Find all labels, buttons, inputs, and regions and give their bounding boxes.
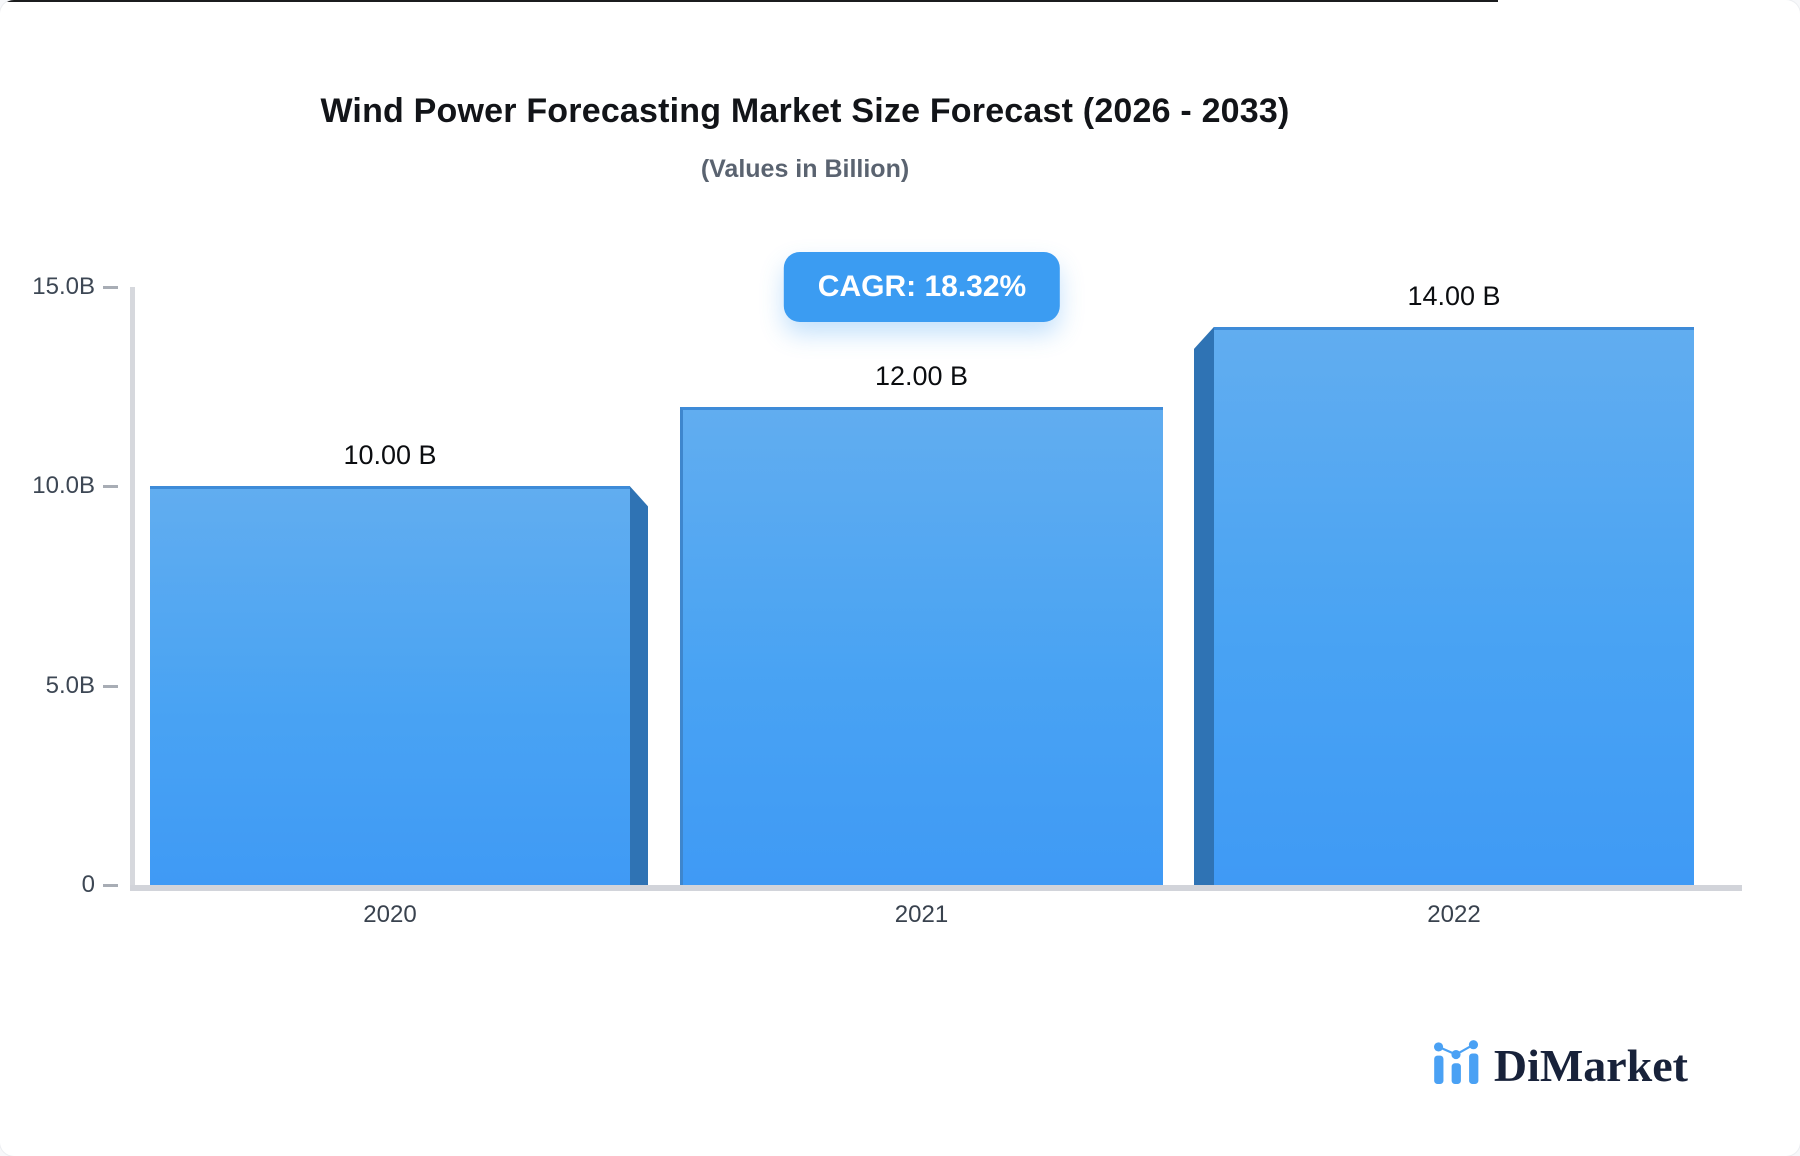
brand-logo: DiMarket xyxy=(1432,1036,1688,1089)
top-border-line xyxy=(6,0,1498,2)
y-axis-tick-mark xyxy=(103,485,118,489)
bar-value-label-2021: 12.00 B xyxy=(874,360,969,391)
y-axis-tick-mark xyxy=(103,884,118,887)
y-axis-tick-label: 5.0B xyxy=(45,671,95,699)
bar-2020[interactable] xyxy=(150,486,630,885)
chart-title: Wind Power Forecasting Market Size Forec… xyxy=(320,92,1290,130)
y-axis-tick-label: 15.0B xyxy=(32,273,95,300)
brand-name: DiMarket xyxy=(1493,1040,1688,1091)
bar-value-label-2022: 14.00 B xyxy=(1407,280,1501,311)
y-axis-line xyxy=(130,287,135,890)
y-axis-tick-label: 10.0B xyxy=(32,472,95,500)
cagr-badge: CAGR: 18.32% xyxy=(783,252,1061,322)
x-axis-line xyxy=(130,885,1742,891)
x-axis-label-2022: 2022 xyxy=(1427,901,1481,928)
x-axis-label-2020: 2020 xyxy=(363,901,417,928)
bar-3d-side-2022 xyxy=(1194,326,1214,885)
x-axis-label-2021: 2021 xyxy=(894,901,949,928)
bar-2022[interactable] xyxy=(1214,326,1694,885)
chart-header: Wind Power Forecasting Market Size Forec… xyxy=(0,92,1610,184)
bar-chart-logo-icon xyxy=(1432,1036,1480,1089)
chart-subtitle: (Values in Billion) xyxy=(700,155,910,183)
y-axis-tick-mark xyxy=(103,684,118,688)
bar-2021[interactable] xyxy=(680,406,1163,885)
bar-3d-side-2020 xyxy=(630,486,648,885)
y-axis-tick-label: 0 xyxy=(81,871,95,898)
y-axis-tick-mark xyxy=(103,286,118,289)
bar-value-label-2020: 10.00 B xyxy=(343,440,437,471)
